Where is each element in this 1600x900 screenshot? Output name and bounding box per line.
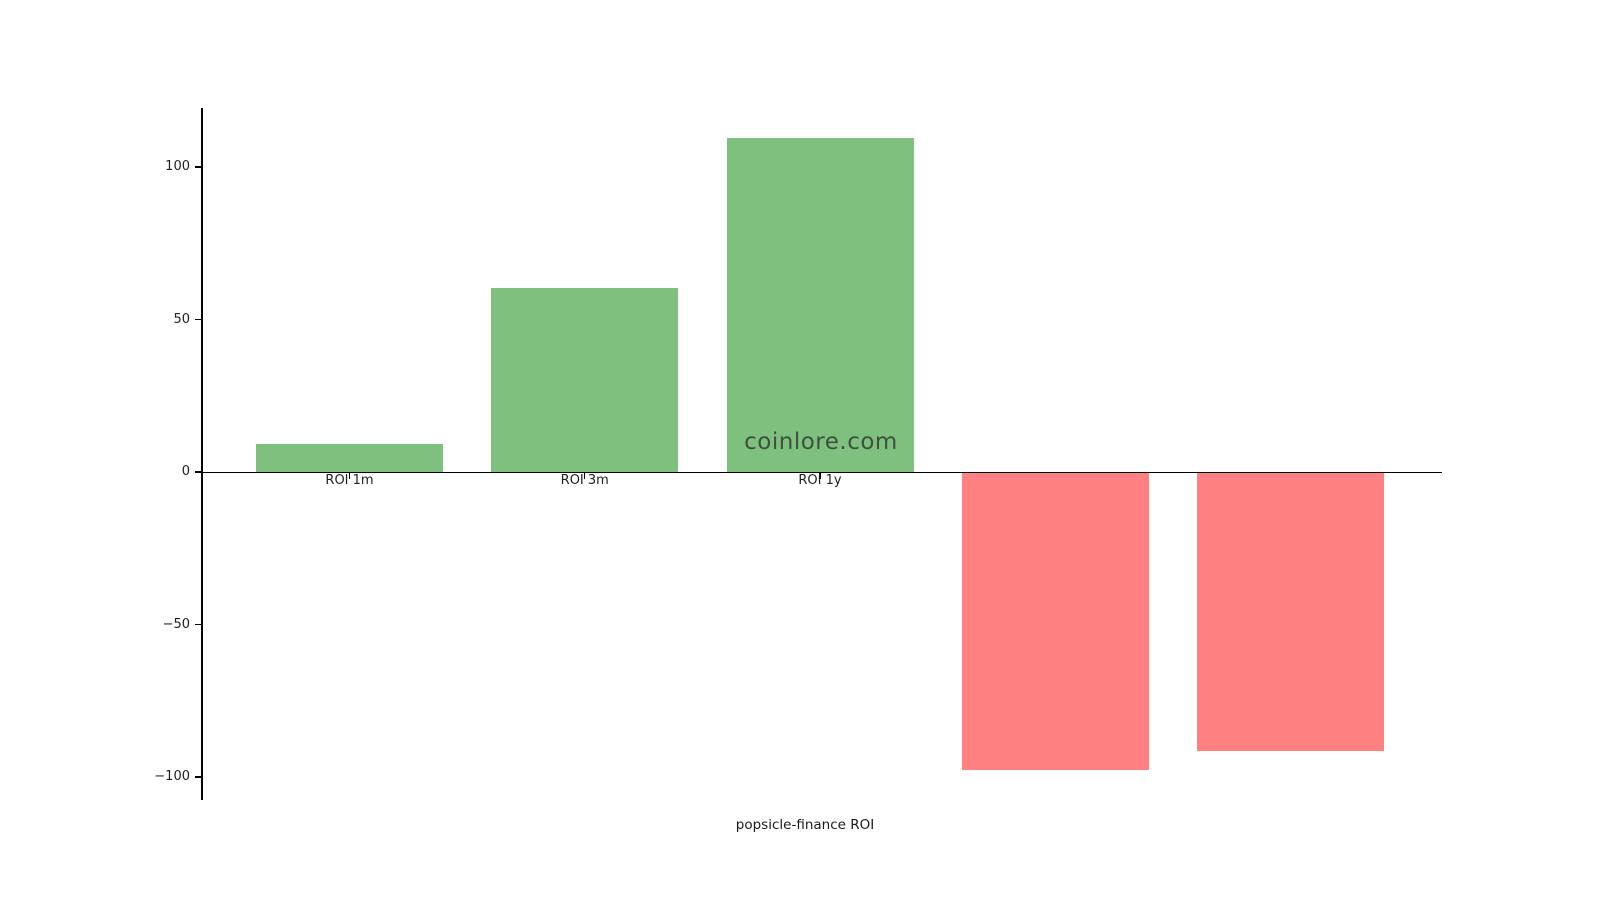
y-axis-tick — [195, 166, 201, 168]
bar-negative-5 — [1197, 472, 1384, 752]
x-axis-zero-line — [201, 472, 1442, 474]
bar-roi-1y — [726, 138, 914, 472]
y-axis-tick-label: 100 — [165, 159, 190, 174]
bar-roi-1m — [256, 444, 443, 472]
y-axis-tick-label: −100 — [154, 769, 190, 784]
y-axis-tick — [195, 776, 201, 778]
chart-title: popsicle-finance ROI — [735, 817, 875, 833]
y-axis-tick-label: 50 — [173, 311, 190, 327]
x-axis-tick — [348, 473, 351, 479]
watermark: coinlore.com — [744, 429, 898, 455]
bar-roi-3m — [491, 288, 679, 472]
x-axis-tick-label: ROI 1m — [325, 472, 374, 488]
x-axis-tick-label: ROI 3m — [560, 472, 609, 488]
y-axis-spine — [201, 108, 203, 800]
y-axis-tick-label: −50 — [162, 616, 190, 632]
y-axis-tick — [195, 318, 201, 321]
x-axis-tick-label: ROI 1y — [798, 472, 842, 488]
x-axis-tick — [819, 473, 821, 479]
bar-negative-4 — [961, 472, 1149, 770]
y-axis-tick — [195, 623, 201, 626]
y-axis-tick — [195, 471, 201, 473]
y-axis-tick-label: 0 — [181, 464, 190, 479]
x-axis-tick — [584, 473, 586, 479]
